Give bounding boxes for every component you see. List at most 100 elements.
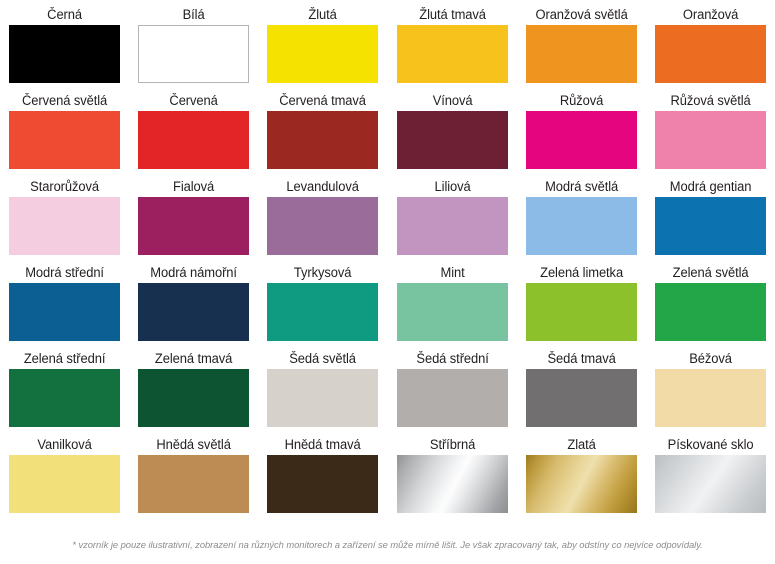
color-chip [138,111,250,169]
color-chip [655,455,767,513]
swatch-label: Zelená limetka [539,265,623,280]
color-chip [655,283,767,341]
swatch-cell: Tyrkysová [258,262,387,348]
swatch-cell: Vanilková [0,434,129,520]
color-chip [396,111,508,169]
swatch-label: Liliová [434,179,471,194]
swatch-label: Stříbrná [429,437,475,452]
swatch-label: Vanilková [37,437,92,452]
color-swatch-grid: Černá Bílá Žlutá Žlutá tmavá Oranžová světlá… [0,4,775,520]
swatch-cell: Pískované sklo [646,434,775,520]
swatch-cell: Starorůžová [0,176,129,262]
swatch-label: Starorůžová [30,179,100,194]
color-chip [396,197,508,255]
color-chip [525,197,637,255]
color-chip [138,25,250,83]
swatch-cell: Vínová [388,90,517,176]
color-chip [396,369,508,427]
swatch-cell: Červená tmavá [258,90,387,176]
swatch-label: Mint [440,265,465,280]
swatch-cell: Šedá světlá [258,348,387,434]
swatch-cell: Modrá gentian [646,176,775,262]
swatch-label: Modrá světlá [544,179,618,194]
swatch-label: Šedá střední [415,351,489,366]
swatch-cell: Zelená světlá [646,262,775,348]
swatch-label: Žlutá [308,7,338,22]
color-chip [267,283,379,341]
swatch-cell: Modrá světlá [517,176,646,262]
swatch-label: Zelená tmavá [155,351,233,366]
swatch-label: Červená [169,93,218,108]
color-chip [9,283,121,341]
swatch-cell: Černá [0,4,129,90]
color-chip [525,25,637,83]
swatch-cell: Šedá střední [388,348,517,434]
swatch-label: Zelená střední [23,351,106,366]
swatch-label: Žlutá tmavá [418,7,486,22]
swatch-cell: Fialová [129,176,258,262]
swatch-cell: Šedá tmavá [517,348,646,434]
swatch-cell: Liliová [388,176,517,262]
swatch-label: Zelená světlá [672,265,749,280]
color-chip [655,369,767,427]
color-chip [525,111,637,169]
swatch-label: Modrá námořní [150,265,238,280]
swatch-label: Vínová [432,93,473,108]
swatch-cell: Růžová světlá [646,90,775,176]
footnote-disclaimer: * vzorník je pouze ilustrativní, zobraze… [72,539,703,550]
swatch-label: Levandulová [286,179,360,194]
swatch-cell: Hnědá tmavá [258,434,387,520]
swatch-label: Béžová [689,351,732,366]
swatch-label: Oranžová [682,7,739,22]
swatch-cell: Růžová [517,90,646,176]
swatch-label: Černá [47,7,83,22]
swatch-label: Modrá střední [25,265,104,280]
color-chip [9,25,121,83]
swatch-label: Modrá gentian [669,179,752,194]
color-chip [267,197,379,255]
swatch-label: Červená světlá [22,93,108,108]
color-chip [267,369,379,427]
color-chip [9,111,121,169]
swatch-cell: Levandulová [258,176,387,262]
color-chip [525,283,637,341]
color-chip [267,25,379,83]
color-chip [267,455,379,513]
swatch-cell: Červená světlá [0,90,129,176]
swatch-cell: Zelená limetka [517,262,646,348]
color-chip [396,455,508,513]
color-chip [9,455,121,513]
swatch-cell: Zlatá [517,434,646,520]
swatch-cell: Zelená střední [0,348,129,434]
color-chip [9,197,121,255]
swatch-cell: Oranžová [646,4,775,90]
swatch-cell: Hnědá světlá [129,434,258,520]
swatch-label: Zlatá [567,437,596,452]
swatch-cell: Žlutá [258,4,387,90]
color-chip [267,111,379,169]
color-chip [396,283,508,341]
swatch-label: Šedá tmavá [547,351,616,366]
swatch-label: Tyrkysová [294,265,352,280]
swatch-label: Šedá světlá [289,351,357,366]
swatch-label: Růžová světlá [670,93,751,108]
color-chip [525,369,637,427]
color-chip [9,369,121,427]
swatch-cell: Modrá námořní [129,262,258,348]
color-chip [138,369,250,427]
swatch-cell: Žlutá tmavá [388,4,517,90]
swatch-label: Hnědá tmavá [284,437,361,452]
swatch-label: Pískované sklo [667,437,754,452]
swatch-cell: Oranžová světlá [517,4,646,90]
swatch-cell: Červená [129,90,258,176]
color-chip [396,25,508,83]
color-chip [138,455,250,513]
swatch-cell: Modrá střední [0,262,129,348]
swatch-label: Bílá [182,7,205,22]
color-chip [655,25,767,83]
swatch-label: Hnědá světlá [156,437,232,452]
swatch-cell: Stříbrná [388,434,517,520]
swatch-cell: Zelená tmavá [129,348,258,434]
swatch-cell: Bílá [129,4,258,90]
swatch-label: Fialová [173,179,215,194]
